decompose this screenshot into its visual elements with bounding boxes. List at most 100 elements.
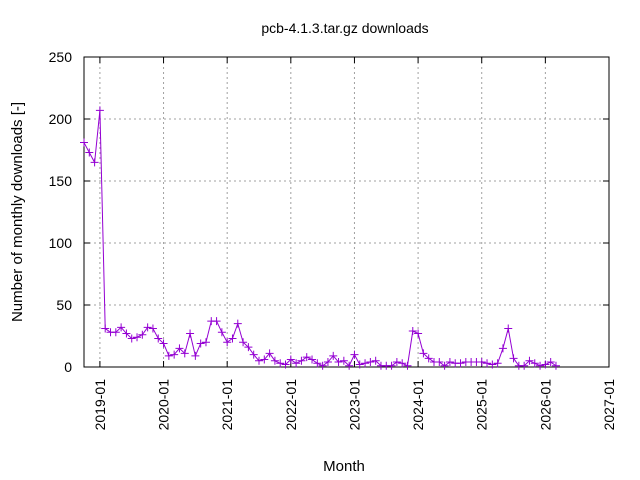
x-tick-label: 2026-01 [537,379,553,431]
plus-marker [90,158,99,167]
plus-marker [117,323,126,332]
plus-marker [387,361,396,370]
plus-marker [345,361,354,370]
plus-marker [270,356,279,365]
plus-marker [355,360,364,369]
plus-marker [350,350,359,359]
plus-marker [498,344,507,353]
plus-marker [180,349,189,358]
plus-marker [143,323,152,332]
plus-marker [408,327,417,336]
plus-marker [403,361,412,370]
plus-marker [483,359,492,368]
grid-lines [84,57,609,367]
y-tick-label: 200 [49,111,73,127]
plus-marker [546,358,555,367]
plus-marker [525,356,534,365]
y-tick-label: 250 [49,49,73,65]
y-tick-label: 100 [49,235,73,251]
plus-marker [276,359,285,368]
plus-marker [361,359,370,368]
plus-marker [265,349,274,358]
plus-marker [138,330,147,339]
plus-marker [249,350,258,359]
y-tick-label: 50 [56,297,72,313]
plus-marker [536,361,545,370]
plus-marker [122,329,131,338]
plus-marker [281,360,290,369]
plus-marker [445,358,454,367]
plus-marker [175,344,184,353]
plus-marker [228,334,237,343]
plus-marker [217,328,226,337]
plus-marker [541,360,550,369]
plus-marker [488,360,497,369]
y-axis-ticks: 0 50 100 150 200 250 [49,49,609,375]
plus-marker [239,338,248,347]
plus-marker [255,356,263,365]
plus-marker [223,338,232,347]
plus-marker [419,349,428,358]
x-tick-label: 2025-01 [474,379,490,431]
series-line [83,110,557,367]
plus-marker [233,319,242,328]
plus-marker [80,138,88,147]
plus-marker [260,355,269,364]
plus-marker [148,324,157,333]
plot-area-border [83,56,610,368]
plus-marker [551,361,560,370]
plus-marker [196,339,205,348]
x-tick-label: 2019-01 [92,379,108,431]
plus-marker [339,356,348,365]
plus-marker [504,324,513,333]
plus-marker [164,351,173,360]
plus-marker [101,324,110,333]
plus-marker [424,354,433,363]
plus-marker [313,359,322,368]
plus-marker [154,334,163,343]
plus-marker [440,361,449,370]
plus-marker [111,328,120,337]
plus-marker [297,356,306,365]
plus-marker [398,359,407,368]
x-tick-label: 2027-01 [601,379,617,431]
chart-title: pcb-4.1.3.tar.gz downloads [261,20,428,36]
plus-marker [201,338,210,347]
plus-marker [191,351,200,360]
plus-marker [509,354,518,363]
plus-marker [302,353,311,362]
x-tick-label: 2020-01 [156,379,172,431]
x-axis-label: Month [323,458,365,475]
plus-marker [477,358,486,367]
y-axis-label: Number of monthly downloads [-] [9,102,26,322]
plus-marker [127,334,136,343]
plus-marker [286,355,295,364]
x-tick-label: 2022-01 [283,379,299,431]
plus-marker [292,359,301,368]
plus-marker [371,356,380,365]
plus-marker [329,351,338,360]
x-tick-label: 2024-01 [410,379,426,431]
plus-marker [414,329,423,338]
plus-marker [85,148,94,157]
plus-marker [186,329,195,338]
plus-marker [392,358,401,367]
x-tick-label: 2021-01 [219,379,235,431]
y-tick-label: 0 [64,359,72,375]
x-tick-label: 2023-01 [346,379,362,431]
plus-marker [334,358,343,367]
plus-marker [170,350,179,359]
plus-marker [244,343,253,352]
plus-marker [493,359,502,368]
plus-marker [366,358,375,367]
plus-marker [318,361,327,370]
plus-marker [212,317,221,326]
plus-marker [456,359,465,368]
plus-marker [530,359,539,368]
plus-marker [95,106,104,115]
plus-marker [159,339,168,348]
plus-marker [323,358,332,367]
plus-marker [308,355,317,364]
x-axis-ticks: 2019-01 2020-01 2021-01 2022-01 2023-01 2024-… [92,57,617,430]
